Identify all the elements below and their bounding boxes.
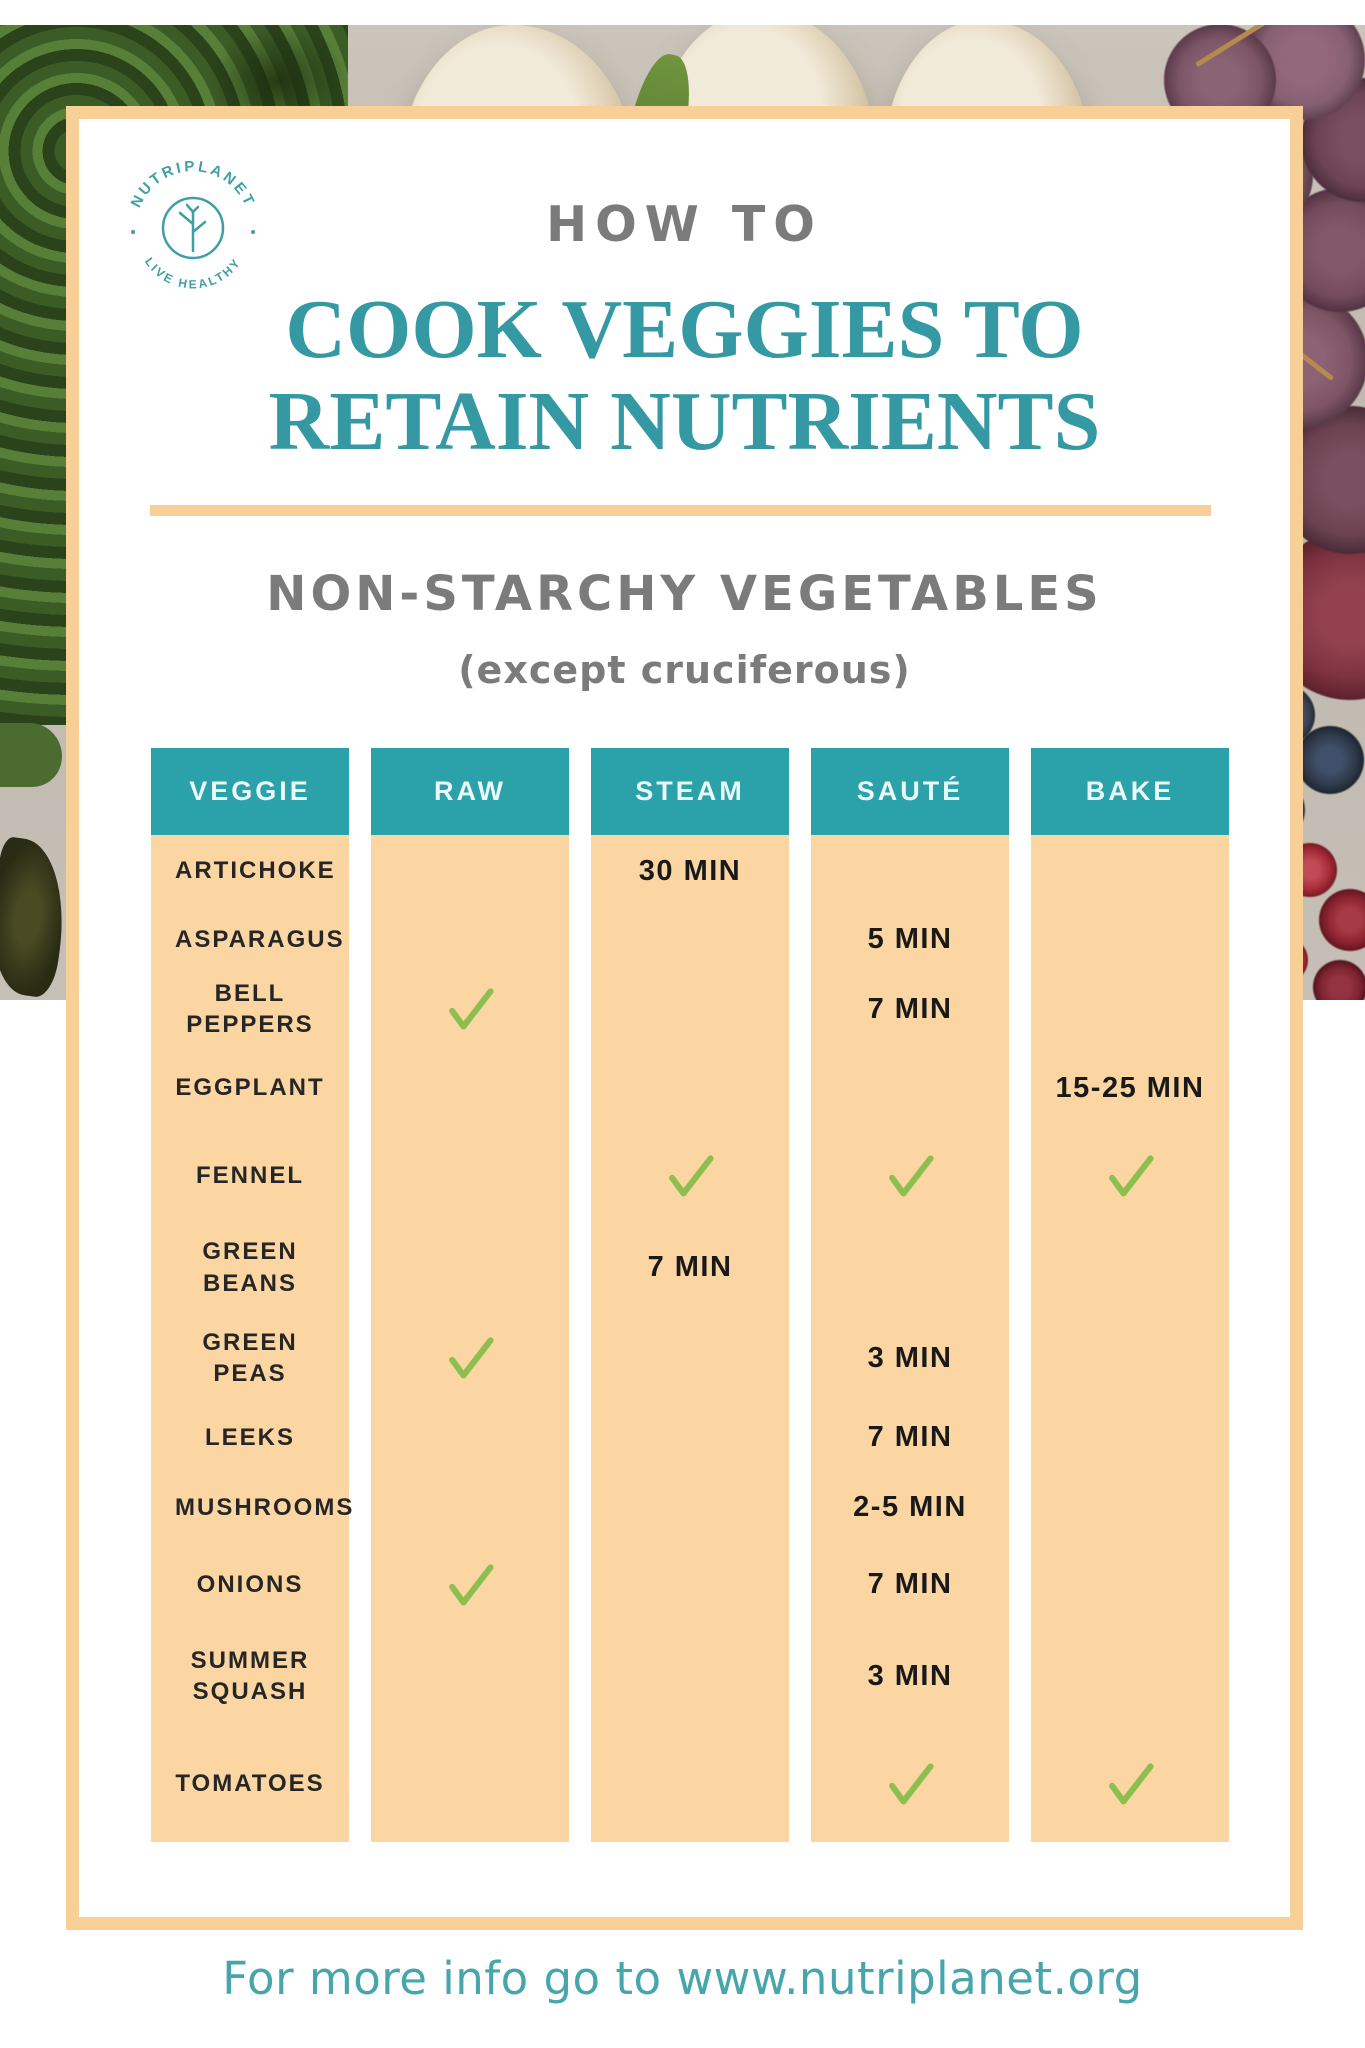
- column-background-raw: [371, 835, 569, 1842]
- table-cell-raw: [371, 1725, 569, 1842]
- logo-dot: [131, 230, 135, 234]
- table-cell-steam: [591, 1402, 789, 1473]
- veggie-label: GREEN BEANS: [202, 1238, 298, 1297]
- column-header-raw: RAW: [371, 748, 569, 835]
- veggie-label: EGGPLANT: [175, 1074, 325, 1102]
- column-header-bake: BAKE: [1031, 748, 1229, 835]
- table-cell-bake: [1031, 1314, 1229, 1402]
- table-cell-steam: [591, 1725, 789, 1842]
- seaweed-piece: [0, 835, 75, 1000]
- table-cell-bake: [1031, 1402, 1229, 1473]
- table-cell-saute: [811, 1725, 1009, 1842]
- table-cell-bake: [1031, 1221, 1229, 1314]
- table-cell-steam: [591, 1542, 789, 1627]
- table-cell-saute: 2-5 MIN: [853, 1491, 967, 1523]
- table-cell-steam: [591, 1473, 789, 1542]
- veggie-label: ONIONS: [196, 1570, 304, 1598]
- table-cell-saute: 7 MIN: [867, 992, 953, 1025]
- check-icon: [449, 1337, 494, 1379]
- table-cell-bake: [1031, 1627, 1229, 1725]
- column-header-steam: STEAM: [591, 748, 789, 835]
- logo-circle: [161, 196, 225, 260]
- table-cell-raw: [371, 1627, 569, 1725]
- title-line-2: RETAIN NUTRIENTS: [268, 375, 1101, 468]
- table-cell-bake: [1031, 1725, 1229, 1842]
- table-cell-raw: [371, 1221, 569, 1314]
- table-cell-saute: [811, 1130, 1009, 1221]
- column-header-veggie: VEGGIE: [151, 748, 349, 835]
- check-icon: [669, 1154, 714, 1196]
- veggie-label: TOMATOES: [175, 1769, 325, 1797]
- table-cell-raw: [371, 835, 569, 907]
- veggie-label: LEEKS: [204, 1423, 295, 1451]
- check-icon: [889, 1762, 934, 1804]
- subtitle: NON-STARCHY VEGETABLES: [266, 566, 1103, 622]
- nutriplanet-logo: NUTRIPLANET LIVE HEALTHY: [128, 158, 256, 291]
- table-cell-bake: 15-25 MIN: [1055, 1071, 1205, 1104]
- table-cell-steam: 30 MIN: [638, 854, 742, 887]
- table-cell-raw: [371, 1473, 569, 1542]
- veggie-label: BELL PEPPERS: [186, 979, 314, 1038]
- column-header-saute: SAUTÉ: [811, 748, 1009, 835]
- table-cell-steam: [591, 1046, 789, 1130]
- table-cell-raw: [371, 972, 569, 1046]
- veggie-label: SUMMER SQUASH: [190, 1646, 310, 1705]
- table-cell-raw: [371, 1402, 569, 1473]
- table-cell-steam: 7 MIN: [647, 1251, 733, 1283]
- column-background-saute: [811, 835, 1009, 1842]
- logo-dot: [251, 230, 255, 234]
- table-cell-bake: [1031, 1542, 1229, 1627]
- footer-url-text: For more info go to www.nutriplanet.org: [222, 1952, 1143, 2005]
- check-icon: [449, 1563, 494, 1605]
- veggie-label: FENNEL: [196, 1161, 304, 1189]
- title-line-1: COOK VEGGIES TO: [285, 283, 1084, 376]
- table-cell-raw: [371, 907, 569, 972]
- page-title: COOK VEGGIES TO RETAIN NUTRIENTS: [66, 284, 1303, 468]
- divider-rule: [150, 505, 1211, 516]
- table-cell-raw: [371, 1314, 569, 1402]
- table-cell-steam: [591, 972, 789, 1046]
- table-cell-bake: [1031, 907, 1229, 972]
- table-cell-saute: [811, 835, 1009, 907]
- check-icon: [1109, 1154, 1154, 1196]
- table-cell-steam: [591, 1627, 789, 1725]
- table-grid: ARTICHOKE 30 MIN ASPARAGUS 5 MIN BELL PEPPER…: [151, 835, 1229, 1842]
- table-cell-raw: [371, 1542, 569, 1627]
- table-cell-saute: 7 MIN: [867, 1421, 953, 1453]
- table-cell-steam: [591, 1314, 789, 1402]
- veggie-label: GREEN PEAS: [202, 1328, 298, 1387]
- table-cell-saute: 3 MIN: [867, 1659, 953, 1692]
- veggie-label: MUSHROOMS: [175, 1493, 355, 1521]
- table-cell-steam: [591, 1130, 789, 1221]
- table-cell-saute: 5 MIN: [867, 923, 953, 955]
- table-cell-saute: [811, 1221, 1009, 1314]
- table-cell-saute: [811, 1046, 1009, 1130]
- check-icon: [449, 988, 494, 1030]
- kicker-how-to: HOW TO: [546, 196, 823, 253]
- table-cell-saute: 3 MIN: [867, 1341, 953, 1374]
- tree-icon: [178, 203, 207, 253]
- check-icon: [889, 1154, 934, 1196]
- kale-piece: [0, 723, 62, 787]
- subtitle-note: (except cruciferous): [458, 648, 911, 692]
- veggie-label: ASPARAGUS: [175, 925, 345, 953]
- table-cell-raw: [371, 1046, 569, 1130]
- table-cell-bake: [1031, 972, 1229, 1046]
- table-cell-raw: [371, 1130, 569, 1221]
- veggie-label: ARTICHOKE: [175, 857, 336, 885]
- table-cell-steam: [591, 907, 789, 972]
- table-cell-bake: [1031, 835, 1229, 907]
- column-background-veggie: [151, 835, 349, 1842]
- table-cell-bake: [1031, 1473, 1229, 1542]
- column-background-steam: [591, 835, 789, 1842]
- check-icon: [1109, 1762, 1154, 1804]
- column-background-bake: [1031, 835, 1229, 1842]
- table-cell-saute: 7 MIN: [867, 1568, 953, 1600]
- table-cell-bake: [1031, 1130, 1229, 1221]
